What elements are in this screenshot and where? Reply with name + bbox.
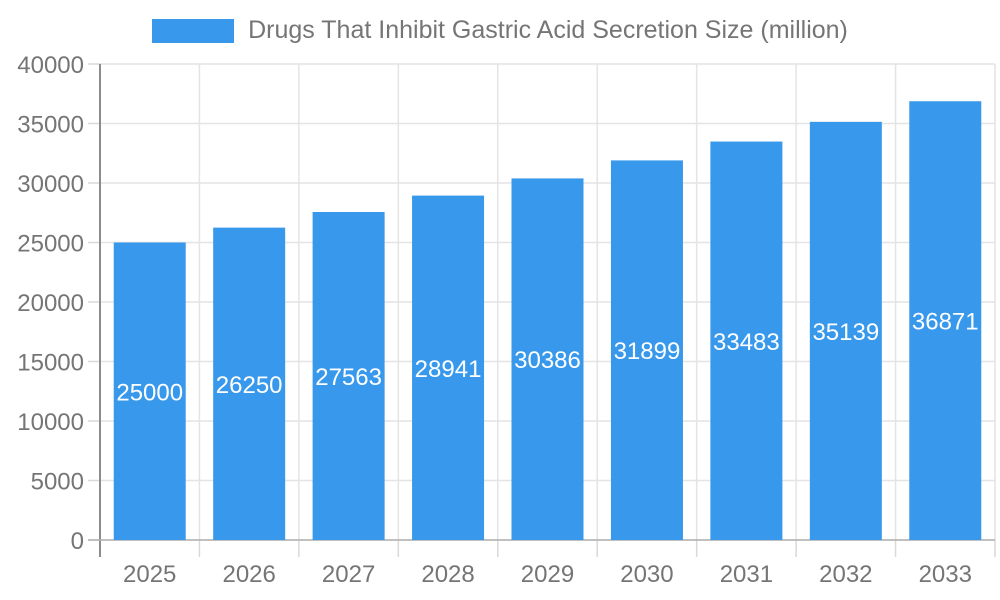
- x-tick-label: 2030: [620, 561, 673, 588]
- legend: Drugs That Inhibit Gastric Acid Secretio…: [0, 16, 1000, 45]
- bar-2025: [113, 242, 186, 540]
- y-tick-label: 30000: [17, 171, 84, 198]
- y-tick-label: 15000: [17, 350, 84, 377]
- bar-value-label: 28941: [415, 356, 482, 383]
- legend-label: Drugs That Inhibit Gastric Acid Secretio…: [248, 16, 848, 44]
- x-tick-label: 2027: [322, 561, 375, 588]
- bar-value-label: 30386: [514, 347, 581, 374]
- bar-2029: [511, 178, 584, 540]
- y-tick-label: 20000: [17, 290, 84, 317]
- legend-swatch: [152, 18, 235, 43]
- bar-2026: [213, 227, 286, 540]
- x-tick-label: 2031: [720, 561, 773, 588]
- bar-2032: [809, 121, 882, 541]
- x-tick-label: 2029: [521, 561, 574, 588]
- x-tick-label: 2033: [919, 561, 972, 588]
- x-tick-label: 2025: [123, 561, 176, 588]
- bar-2033: [909, 101, 982, 540]
- bar-2027: [312, 212, 385, 540]
- bar-2028: [412, 195, 485, 540]
- bar-value-label: 35139: [812, 319, 879, 346]
- bar-value-label: 31899: [614, 338, 681, 365]
- bar-value-label: 26250: [216, 372, 283, 399]
- bar-2030: [610, 160, 683, 540]
- bar-value-label: 25000: [116, 379, 183, 406]
- x-tick-label: 2028: [421, 561, 474, 588]
- bar-value-label: 33483: [713, 329, 780, 356]
- x-tick-label: 2032: [819, 561, 872, 588]
- y-tick-label: 5000: [31, 469, 84, 496]
- y-tick-label: 0: [71, 528, 84, 555]
- x-tick-label: 2026: [222, 561, 275, 588]
- y-tick-label: 10000: [17, 409, 84, 436]
- bar-value-label: 36871: [912, 309, 979, 336]
- y-tick-label: 35000: [17, 112, 84, 139]
- y-tick-label: 40000: [17, 52, 84, 79]
- y-tick-label: 25000: [17, 231, 84, 258]
- bar-2031: [710, 141, 783, 540]
- bar-value-label: 27563: [315, 364, 382, 391]
